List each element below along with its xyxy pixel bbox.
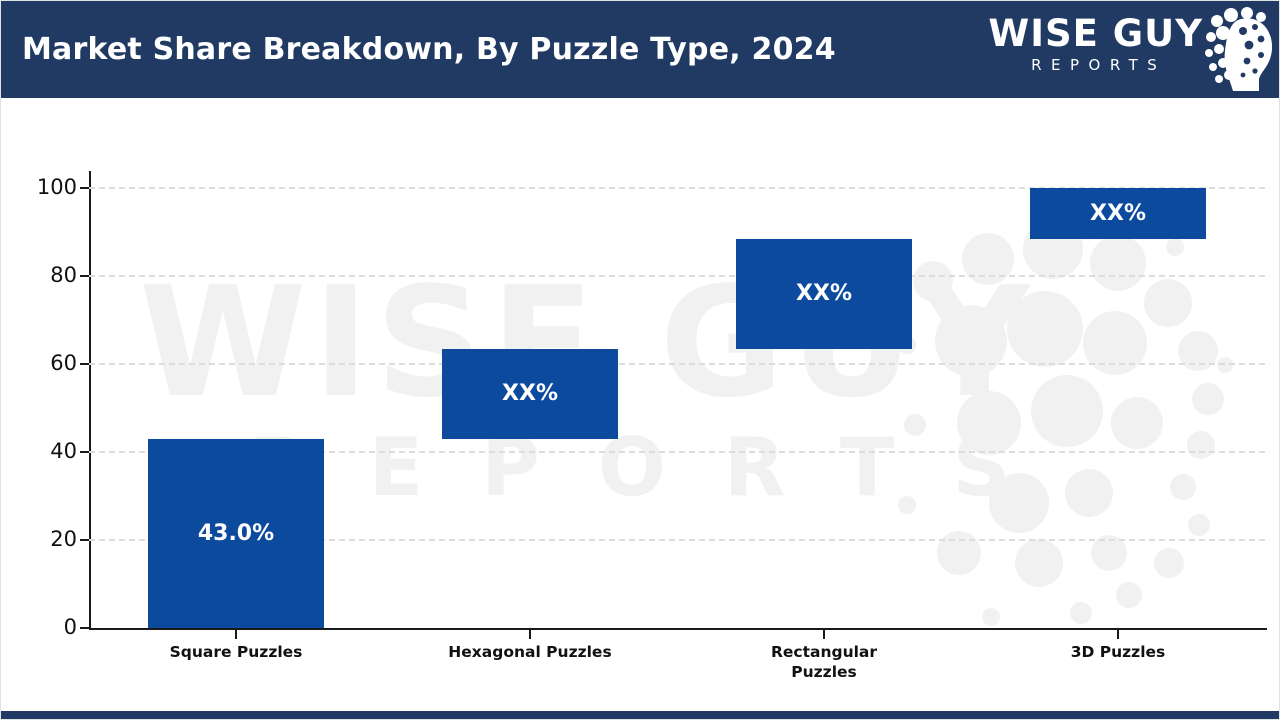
x-category-label-line: Puzzles bbox=[791, 663, 857, 681]
x-category-label: 3D Puzzles bbox=[971, 642, 1265, 662]
y-axis-tick-label: 20 bbox=[50, 527, 77, 551]
bar-value-label: XX% bbox=[1090, 200, 1146, 226]
bar-value-label: XX% bbox=[502, 381, 558, 407]
y-tick-mark bbox=[80, 187, 89, 189]
bar-value-label: XX% bbox=[796, 281, 852, 307]
bar-value-label: 43.0% bbox=[197, 520, 275, 546]
x-category-label: Rectangular Puzzles bbox=[677, 642, 971, 682]
y-tick-mark bbox=[80, 627, 89, 629]
y-axis-tick-label: 40 bbox=[50, 439, 77, 463]
y-axis-tick-label: 60 bbox=[50, 351, 77, 375]
grid-line bbox=[89, 451, 1265, 453]
y-tick-mark bbox=[80, 275, 89, 277]
grid-line bbox=[89, 275, 1265, 277]
x-tick-mark bbox=[235, 630, 237, 639]
x-category-label-line: Square Puzzles bbox=[169, 643, 303, 661]
y-tick-mark bbox=[80, 539, 89, 541]
bar-3d-puzzles: XX% bbox=[1030, 188, 1206, 239]
footer-bar bbox=[1, 711, 1279, 719]
y-tick-mark bbox=[80, 363, 89, 365]
grid-line bbox=[89, 187, 1265, 189]
x-category-label-line: Rectangular bbox=[770, 643, 878, 661]
brand-logo: WISE GUY REPORTS bbox=[988, 12, 1203, 75]
chart-title: Market Share Breakdown, By Puzzle Type, … bbox=[22, 32, 836, 67]
bar-hexagonal-puzzles: XX% bbox=[442, 348, 618, 439]
bar-square-puzzles: 43.0% bbox=[148, 438, 324, 628]
plot-area bbox=[89, 171, 1267, 630]
brand-logo-line2: REPORTS bbox=[1031, 56, 1167, 74]
x-category-label-line: 3D Puzzles bbox=[1070, 643, 1166, 661]
y-axis-tick-label: 0 bbox=[63, 615, 77, 639]
x-category-label: Hexagonal Puzzles bbox=[383, 642, 677, 662]
y-tick-mark bbox=[80, 451, 89, 453]
x-category-label: Square Puzzles bbox=[89, 642, 383, 662]
bar-rectangular-puzzles: XX% bbox=[736, 238, 912, 349]
x-category-label-line: Hexagonal Puzzles bbox=[448, 643, 612, 661]
grid-line bbox=[89, 363, 1265, 365]
watermark-head-dots-icon bbox=[898, 219, 1233, 626]
x-tick-mark bbox=[1117, 630, 1119, 639]
x-tick-mark bbox=[823, 630, 825, 639]
y-axis-tick-label: 80 bbox=[50, 263, 77, 287]
brand-head-dots-icon bbox=[1205, 7, 1273, 92]
y-axis-tick-label: 100 bbox=[36, 175, 77, 199]
header-bar: Market Share Breakdown, By Puzzle Type, … bbox=[1, 1, 1279, 98]
x-tick-mark bbox=[529, 630, 531, 639]
grid-line bbox=[89, 539, 1265, 541]
brand-logo-line1: WISE GUY bbox=[988, 12, 1203, 55]
